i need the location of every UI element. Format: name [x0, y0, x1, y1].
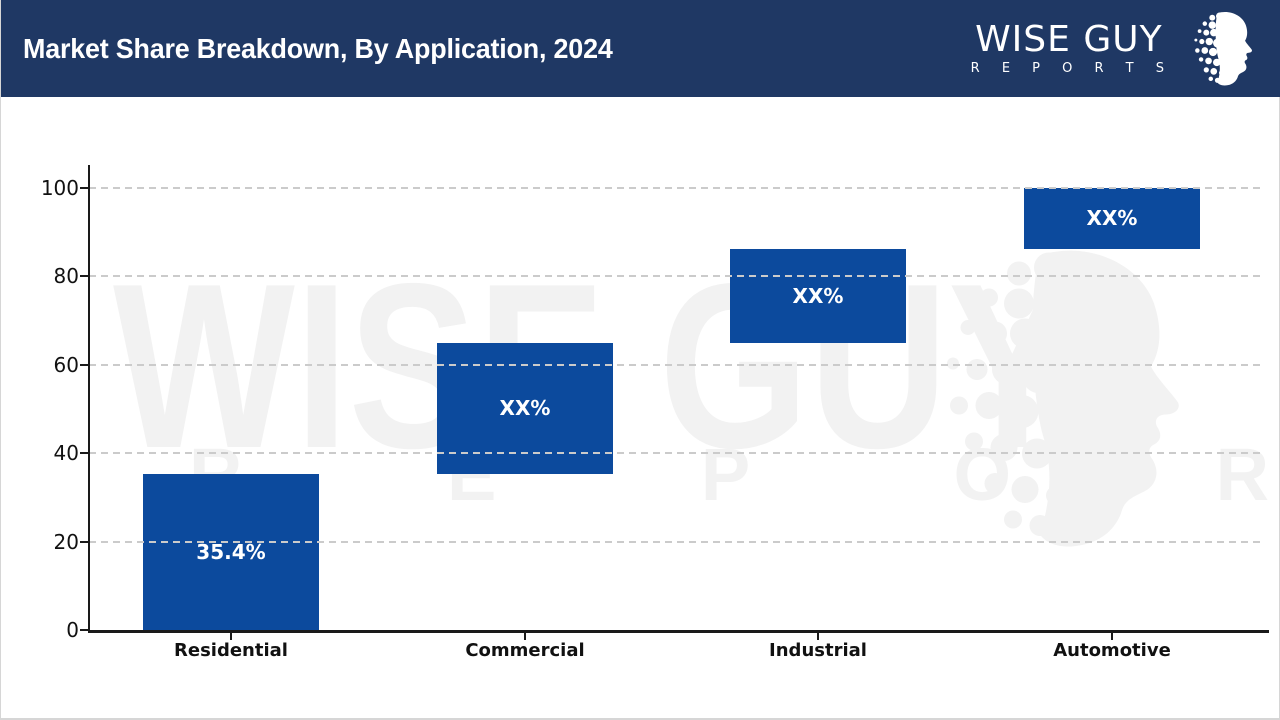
x-axis-tick-mark: [817, 631, 819, 640]
y-axis-tick-label: 20: [53, 529, 79, 554]
x-axis-category-label: Industrial: [769, 640, 867, 661]
x-axis-line: [88, 630, 1269, 633]
page-bottom-border: [1, 718, 1280, 720]
x-axis-category-label: Residential: [174, 640, 288, 661]
y-axis-tick-label: 40: [53, 441, 79, 466]
wise-guy-logo: WISE GUY R E P O R T S: [965, 11, 1257, 87]
y-axis-tick-mark: [80, 629, 89, 631]
x-axis-tick-mark: [524, 631, 526, 640]
waterfall-bar: XX%: [730, 248, 906, 343]
y-gridline: [89, 187, 1263, 189]
x-axis-category-label: Automotive: [1053, 640, 1171, 661]
y-axis-tick-mark: [80, 187, 89, 189]
y-axis-tick-mark: [80, 452, 89, 455]
logo-subtext: R E P O R T S: [970, 61, 1173, 76]
y-axis-tick-label: 0: [66, 618, 79, 642]
logo-wordmark: WISE GUY: [975, 19, 1163, 60]
bar-value-label: XX%: [792, 283, 844, 308]
x-axis-tick-mark: [1111, 631, 1113, 640]
y-axis-line: [88, 165, 90, 632]
x-axis-tick-mark: [230, 631, 232, 640]
y-gridline: [89, 452, 1263, 455]
y-axis-tick-mark: [80, 540, 89, 543]
waterfall-bar: XX%: [1024, 188, 1200, 249]
y-axis-tick-label: 100: [40, 176, 79, 200]
y-gridline: [89, 363, 1263, 366]
bar-value-label: XX%: [499, 396, 551, 421]
y-axis-tick-label: 60: [53, 352, 79, 377]
y-gridline: [89, 540, 1263, 543]
bar-value-label: XX%: [1086, 206, 1138, 231]
y-gridline: [89, 275, 1263, 278]
chart-title: Market Share Breakdown, By Application, …: [23, 32, 613, 64]
waterfall-bar: 35.4%: [143, 473, 319, 630]
y-axis-tick-mark: [80, 275, 89, 278]
x-axis-category-label: Commercial: [465, 640, 585, 661]
header-bar: Market Share Breakdown, By Application, …: [1, 0, 1280, 97]
bar-value-label: 35.4%: [196, 539, 266, 564]
y-axis-tick-mark: [80, 363, 89, 366]
y-axis-tick-label: 80: [53, 264, 79, 289]
